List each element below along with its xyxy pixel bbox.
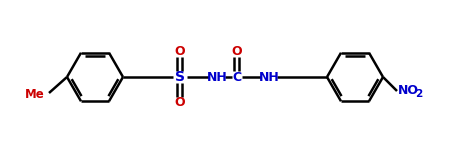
Text: C: C xyxy=(232,71,242,84)
Text: Me: Me xyxy=(25,88,45,101)
Text: O: O xyxy=(175,45,185,58)
Text: NO: NO xyxy=(398,84,418,97)
Text: O: O xyxy=(232,45,242,58)
Text: 2: 2 xyxy=(415,89,423,99)
Text: O: O xyxy=(175,97,185,110)
Text: S: S xyxy=(175,70,185,84)
Text: NH: NH xyxy=(258,71,279,84)
Text: NH: NH xyxy=(207,71,228,84)
